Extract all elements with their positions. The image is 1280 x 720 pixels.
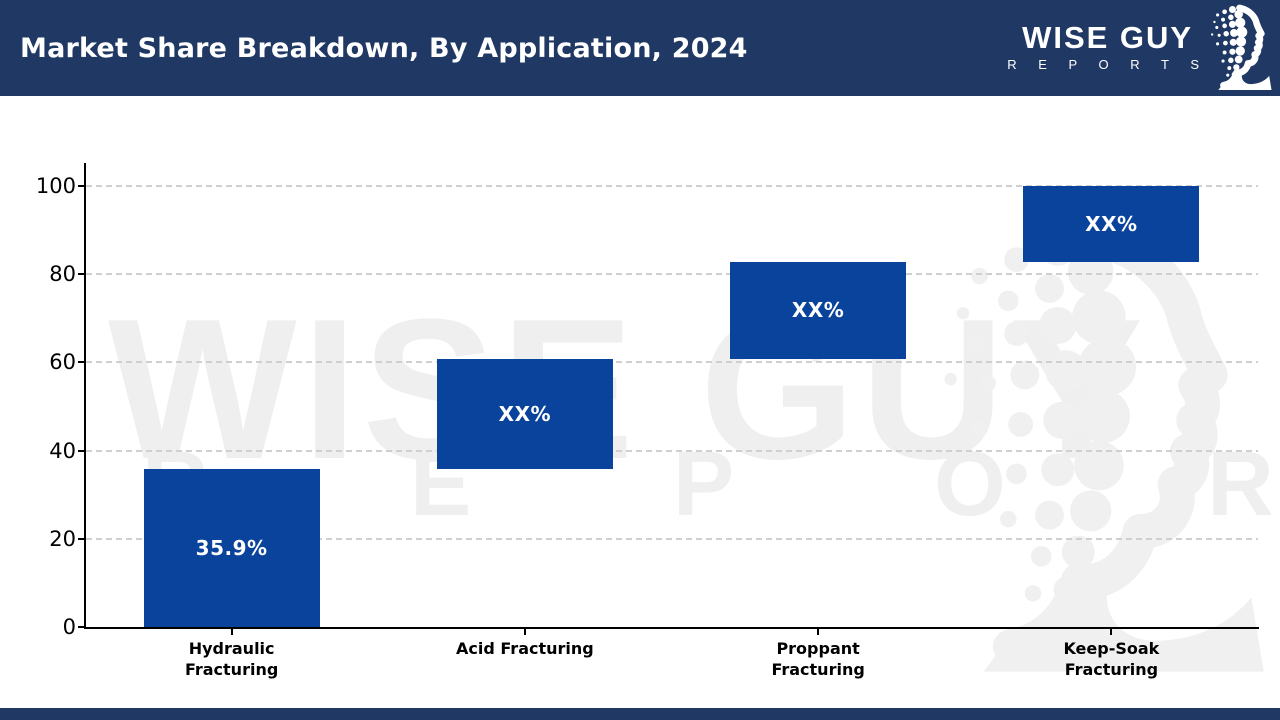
y-tick-label: 0 [62,615,76,639]
y-tick-label: 80 [49,262,76,287]
y-tick-label: 60 [49,350,76,375]
x-axis-label-line: Acid Fracturing [456,639,594,658]
bar-value-label: XX% [498,401,552,426]
bar-value-label: XX% [1085,211,1138,236]
y-axis-spine [84,163,86,629]
x-axis-label-line: Hydraulic [188,639,275,658]
x-tick-mark [1110,629,1113,635]
x-axis-label: Hydraulic Fracturing [112,638,352,680]
y-tick-label: 20 [49,526,76,551]
x-axis-label: Keep-Soak Fracturing [991,638,1231,680]
bar-segment: XX% [730,261,907,359]
y-tick-mark [78,361,85,364]
y-tick-label: 40 [49,438,76,463]
bar-segment: 35.9% [143,468,320,627]
footer-bar [0,708,1280,720]
bar-value-label: XX% [791,298,845,323]
header-bar: Market Share Breakdown, By Application, … [0,0,1280,96]
x-axis-label-line: Fracturing [771,660,865,679]
brand-subname-text: R E P O R T S [1007,57,1208,72]
gridline [86,449,1258,452]
page-title: Market Share Breakdown, By Application, … [20,32,748,64]
y-tick-mark [78,273,85,276]
x-axis-spine [84,627,1259,629]
gridline [86,185,1258,187]
gridline [86,361,1258,364]
gridline [86,273,1258,276]
x-axis-label-line: Fracturing [1064,660,1159,679]
x-tick-mark [230,629,233,635]
y-tick-mark [78,185,85,187]
bar-segment: XX% [1023,186,1200,262]
gridline [86,537,1258,540]
y-tick-mark [78,626,85,628]
x-axis-label-line: Keep-Soak [1063,639,1160,658]
x-axis-label: Acid Fracturing [405,638,645,659]
y-tick-mark [78,537,85,540]
y-tick-mark [78,449,85,452]
x-axis-label: Proppant Fracturing [698,638,938,680]
x-tick-mark [523,629,526,635]
watermark-head-icon [860,212,1272,678]
bar-segment: XX% [436,358,613,469]
y-tick-label: 100 [35,174,76,198]
x-tick-mark [817,629,820,635]
x-axis-label-line: Proppant [776,639,860,658]
brand-logo: WISE GUY R E P O R T S [1007,4,1274,90]
x-axis-label-line: Fracturing [184,660,279,679]
bar-value-label: 35.9% [195,535,268,560]
brand-name-text: WISE GUY [1022,20,1194,55]
watermark-brand-text: WISE GUY [108,278,1149,501]
